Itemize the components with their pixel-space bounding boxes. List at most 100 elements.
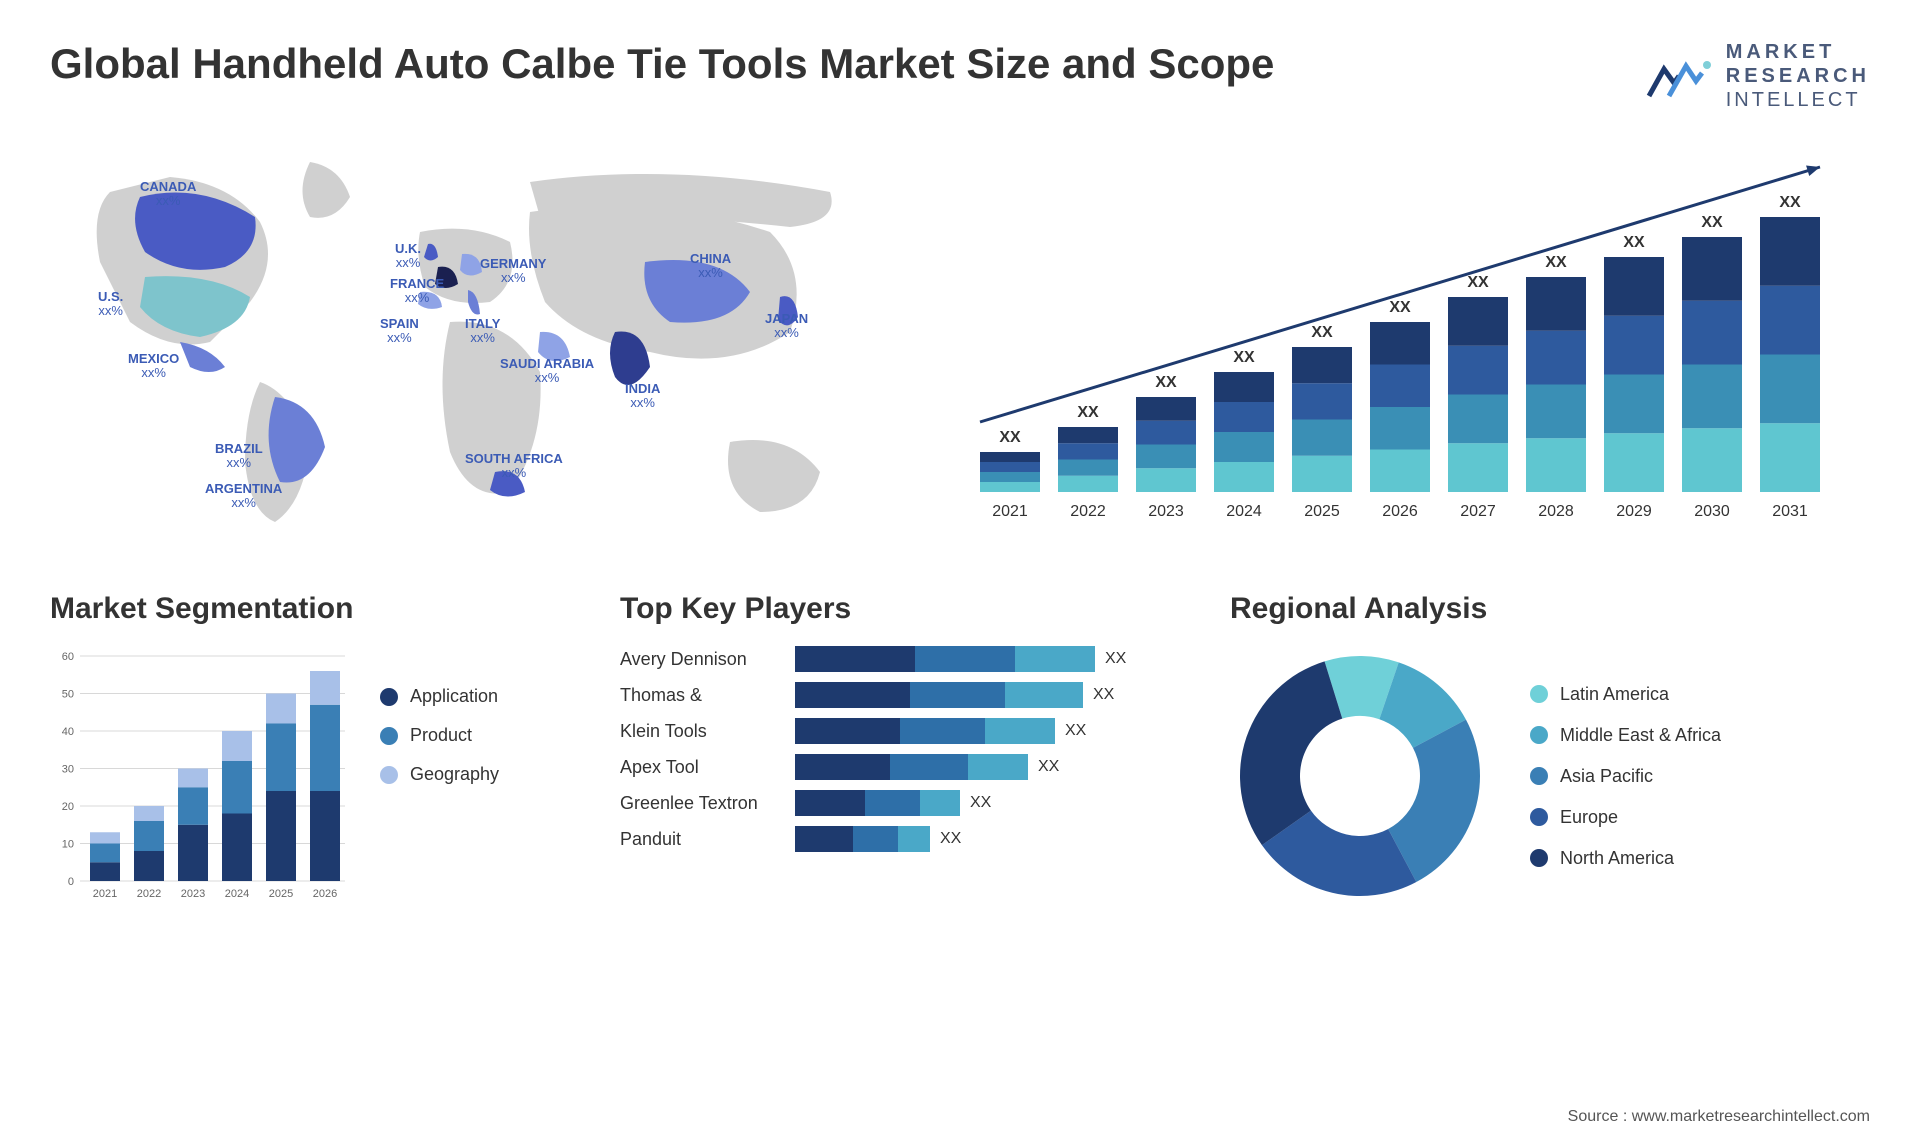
svg-text:2023: 2023 [1148,503,1184,520]
bar-segment [795,646,915,672]
regional-donut-chart [1230,646,1490,906]
svg-text:2025: 2025 [269,888,293,900]
legend-item: Application [380,686,499,707]
map-label: CANADAxx% [140,180,196,209]
map-label: SPAINxx% [380,317,419,346]
key-player-name: Thomas & [620,685,780,706]
svg-text:50: 50 [62,689,74,701]
segmentation-title: Market Segmentation [50,592,570,626]
svg-text:2023: 2023 [181,888,205,900]
key-players-list: Avery DennisonXXThomas &XXKlein ToolsXXA… [620,646,1180,852]
svg-text:XX: XX [1545,254,1567,271]
bar-segment [853,826,898,852]
map-label: GERMANYxx% [480,257,546,286]
logo-icon [1644,51,1714,101]
legend-dot-icon [1530,726,1548,744]
svg-text:40: 40 [62,726,74,738]
bar-segment [910,682,1005,708]
key-player-value: XX [1038,758,1059,776]
bar-segment [898,826,930,852]
map-label: BRAZILxx% [215,442,263,471]
key-player-name: Panduit [620,829,780,850]
brand-logo: MARKET RESEARCH INTELLECT [1644,40,1870,112]
key-player-value: XX [970,794,991,812]
bar-segment [985,718,1055,744]
bar-segment [795,682,910,708]
legend-item: Latin America [1530,684,1721,705]
segmentation-bar-chart: 0102030405060 202120222023202420252026 [50,646,350,906]
key-players-section: Top Key Players Avery DennisonXXThomas &… [620,592,1180,906]
key-player-name: Avery Dennison [620,649,780,670]
map-label: SAUDI ARABIAxx% [500,357,594,386]
legend-label: Product [410,725,472,746]
legend-dot-icon [380,688,398,706]
logo-line2: RESEARCH [1726,64,1870,88]
legend-label: Europe [1560,807,1618,828]
legend-label: Latin America [1560,684,1669,705]
key-player-row: Thomas & XX [620,682,1180,708]
svg-text:2024: 2024 [1226,503,1262,520]
svg-text:60: 60 [62,651,74,663]
logo-line3: INTELLECT [1726,88,1870,112]
bar-segment [920,790,960,816]
key-player-value: XX [940,830,961,848]
key-player-bar: XX [795,790,1180,816]
svg-text:2022: 2022 [1070,503,1106,520]
map-label: ITALYxx% [465,317,500,346]
world-map-section: CANADAxx%U.S.xx%MEXICOxx%BRAZILxx%ARGENT… [50,142,910,542]
key-player-name: Greenlee Textron [620,793,780,814]
svg-text:2029: 2029 [1616,503,1652,520]
svg-text:XX: XX [1155,374,1177,391]
svg-text:20: 20 [62,801,74,813]
key-players-title: Top Key Players [620,592,1180,626]
key-player-bar: XX [795,754,1180,780]
legend-dot-icon [380,766,398,784]
svg-text:XX: XX [1779,194,1801,211]
map-label: ARGENTINAxx% [205,482,282,511]
svg-text:XX: XX [1389,299,1411,316]
map-label: SOUTH AFRICAxx% [465,452,563,481]
legend-item: Asia Pacific [1530,766,1721,787]
regional-legend: Latin AmericaMiddle East & AfricaAsia Pa… [1530,684,1721,869]
key-player-name: Apex Tool [620,757,780,778]
svg-text:0: 0 [68,876,74,888]
legend-label: Geography [410,764,499,785]
logo-text: MARKET RESEARCH INTELLECT [1726,40,1870,112]
bar-segment [795,718,900,744]
key-player-bar: XX [795,682,1180,708]
svg-text:XX: XX [1701,214,1723,231]
regional-analysis-section: Regional Analysis Latin AmericaMiddle Ea… [1230,592,1870,906]
legend-dot-icon [1530,849,1548,867]
svg-text:10: 10 [62,839,74,851]
svg-text:2022: 2022 [137,888,161,900]
svg-text:2027: 2027 [1460,503,1496,520]
regional-title: Regional Analysis [1230,592,1870,626]
legend-label: North America [1560,848,1674,869]
bar-segment [865,790,920,816]
svg-text:XX: XX [1077,404,1099,421]
svg-text:2021: 2021 [93,888,117,900]
legend-label: Application [410,686,498,707]
key-player-name: Klein Tools [620,721,780,742]
bar-segment [915,646,1015,672]
svg-text:2030: 2030 [1694,503,1730,520]
legend-dot-icon [1530,685,1548,703]
legend-item: North America [1530,848,1721,869]
key-player-row: Avery Dennison XX [620,646,1180,672]
svg-text:2028: 2028 [1538,503,1574,520]
svg-text:XX: XX [999,429,1021,446]
svg-text:2025: 2025 [1304,503,1340,520]
key-player-row: Klein ToolsXX [620,718,1180,744]
legend-item: Geography [380,764,499,785]
svg-text:2026: 2026 [313,888,337,900]
page-title: Global Handheld Auto Calbe Tie Tools Mar… [50,40,1274,88]
svg-text:2031: 2031 [1772,503,1808,520]
key-player-value: XX [1105,650,1126,668]
key-player-bar: XX [795,646,1180,672]
key-player-value: XX [1093,686,1114,704]
svg-text:30: 30 [62,764,74,776]
legend-label: Asia Pacific [1560,766,1653,787]
map-label: JAPANxx% [765,312,808,341]
legend-dot-icon [380,727,398,745]
bottom-row: Market Segmentation 0 10 20 30 40 50 60 2021 20… [50,592,1870,906]
